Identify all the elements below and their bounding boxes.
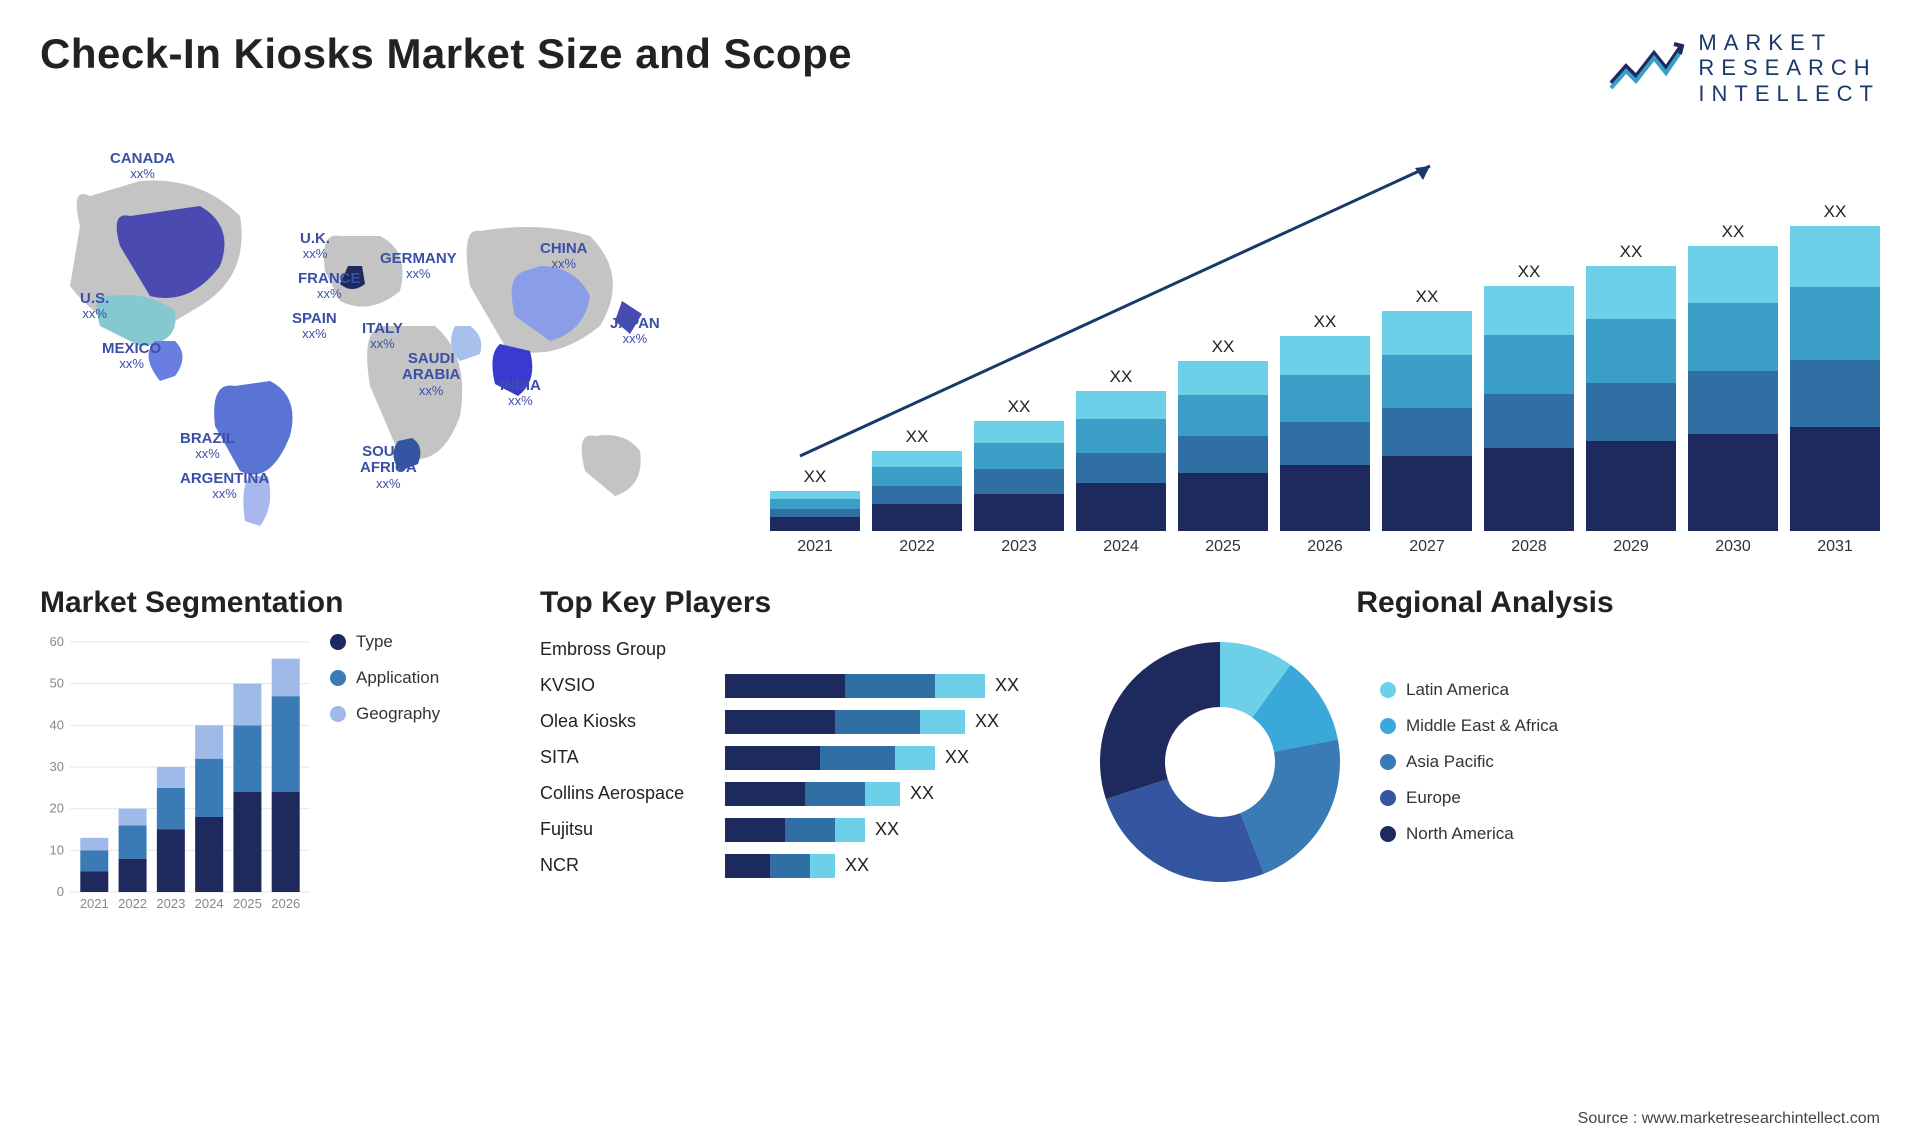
map-label-argentina: ARGENTINAxx%: [180, 471, 269, 502]
map-label-u-k-: U.K.xx%: [300, 231, 330, 262]
regional-legend-item: Latin America: [1380, 680, 1558, 700]
player-label: Collins Aerospace: [540, 776, 710, 812]
svg-text:2022: 2022: [118, 896, 147, 911]
svg-text:30: 30: [50, 759, 64, 774]
svg-text:2026: 2026: [271, 896, 300, 911]
key-players-bars: XXXXXXXXXXXX: [725, 632, 1060, 884]
player-bar-row: XX: [725, 704, 1060, 740]
map-label-saudi-arabia: SAUDIARABIAxx%: [402, 351, 460, 398]
svg-text:20: 20: [50, 801, 64, 816]
map-label-india: INDIAxx%: [500, 378, 541, 409]
map-label-germany: GERMANYxx%: [380, 251, 457, 282]
player-bar-row: XX: [725, 776, 1060, 812]
player-bar-row: XX: [725, 740, 1060, 776]
page-title: Check-In Kiosks Market Size and Scope: [40, 30, 852, 78]
segmentation-chart: 0 10 20 30 40 50 60 2021 2022 2023 2024 2025 2026: [40, 632, 310, 912]
growth-bar-2022: XX: [872, 427, 962, 531]
player-bar-row: XX: [725, 812, 1060, 848]
regional-legend-item: Middle East & Africa: [1380, 716, 1558, 736]
growth-bar-2024: XX: [1076, 367, 1166, 531]
player-label: Embross Group: [540, 632, 710, 668]
player-bar-row: XX: [725, 848, 1060, 884]
growth-bar-2023: XX: [974, 397, 1064, 531]
logo-line1: MARKET: [1698, 30, 1880, 55]
seg-legend-item: Type: [330, 632, 440, 652]
player-label: Olea Kiosks: [540, 704, 710, 740]
map-label-france: FRANCExx%: [298, 271, 361, 302]
map-label-south-africa: SOUTHAFRICAxx%: [360, 444, 417, 491]
growth-bar-2031: XX: [1790, 202, 1880, 531]
growth-bar-2021: XX: [770, 467, 860, 531]
svg-text:2024: 2024: [195, 896, 224, 911]
logo-line3: INTELLECT: [1698, 81, 1880, 106]
svg-text:60: 60: [50, 634, 64, 649]
map-label-canada: CANADAxx%: [110, 151, 175, 182]
map-label-japan: JAPANxx%: [610, 316, 660, 347]
regional-donut: [1090, 632, 1350, 892]
source-attribution: Source : www.marketresearchintellect.com: [1578, 1110, 1880, 1128]
key-players-labels: Embross GroupKVSIOOlea KiosksSITACollins…: [540, 632, 710, 884]
svg-text:2025: 2025: [233, 896, 262, 911]
map-label-u-s-: U.S.xx%: [80, 291, 109, 322]
seg-legend-item: Application: [330, 668, 440, 688]
player-label: KVSIO: [540, 668, 710, 704]
map-label-italy: ITALYxx%: [362, 321, 403, 352]
regional-panel: Regional Analysis Latin America Middle Ea…: [1090, 586, 1880, 956]
growth-bar-2028: XX: [1484, 262, 1574, 531]
player-label: NCR: [540, 848, 710, 884]
map-label-brazil: BRAZILxx%: [180, 431, 235, 462]
player-label: Fujitsu: [540, 812, 710, 848]
growth-bar-2026: XX: [1280, 312, 1370, 531]
logo-line2: RESEARCH: [1698, 55, 1880, 80]
segmentation-panel: Market Segmentation 0 10 20 30 40 50 60 2021 202…: [40, 586, 510, 956]
svg-text:50: 50: [50, 676, 64, 691]
key-players-panel: Top Key Players Embross GroupKVSIOOlea K…: [540, 586, 1060, 956]
donut-slice: [1100, 642, 1220, 799]
svg-text:2021: 2021: [80, 896, 109, 911]
player-bar-row: [725, 632, 1060, 668]
world-map-panel: CANADAxx% U.S.xx% MEXICOxx% BRAZILxx% ARGENT…: [40, 126, 740, 556]
seg-legend-item: Geography: [330, 704, 440, 724]
player-bar-row: XX: [725, 668, 1060, 704]
growth-bar-2030: XX: [1688, 222, 1778, 531]
brand-logo: MARKET RESEARCH INTELLECT: [1606, 30, 1880, 106]
regional-legend: Latin America Middle East & Africa Asia Pa…: [1380, 680, 1558, 844]
growth-bar-2027: XX: [1382, 287, 1472, 531]
growth-bar-2025: XX: [1178, 337, 1268, 531]
regional-legend-item: Asia Pacific: [1380, 752, 1558, 772]
svg-text:40: 40: [50, 717, 64, 732]
regional-legend-item: Europe: [1380, 788, 1558, 808]
donut-slice: [1106, 779, 1264, 882]
regional-title: Regional Analysis: [1090, 586, 1880, 620]
key-players-title: Top Key Players: [540, 586, 1060, 620]
svg-text:2023: 2023: [156, 896, 185, 911]
map-label-mexico: MEXICOxx%: [102, 341, 161, 372]
segmentation-legend: Type Application Geography: [330, 632, 440, 724]
map-label-spain: SPAINxx%: [292, 311, 337, 342]
player-label: SITA: [540, 740, 710, 776]
map-label-china: CHINAxx%: [540, 241, 588, 272]
svg-text:10: 10: [50, 842, 64, 857]
svg-text:0: 0: [57, 884, 64, 899]
growth-bar-chart: XXXXXXXXXXXXXXXXXXXXXX 20212022202320242…: [770, 126, 1880, 556]
segmentation-title: Market Segmentation: [40, 586, 510, 620]
growth-bar-2029: XX: [1586, 242, 1676, 531]
regional-legend-item: North America: [1380, 824, 1558, 844]
